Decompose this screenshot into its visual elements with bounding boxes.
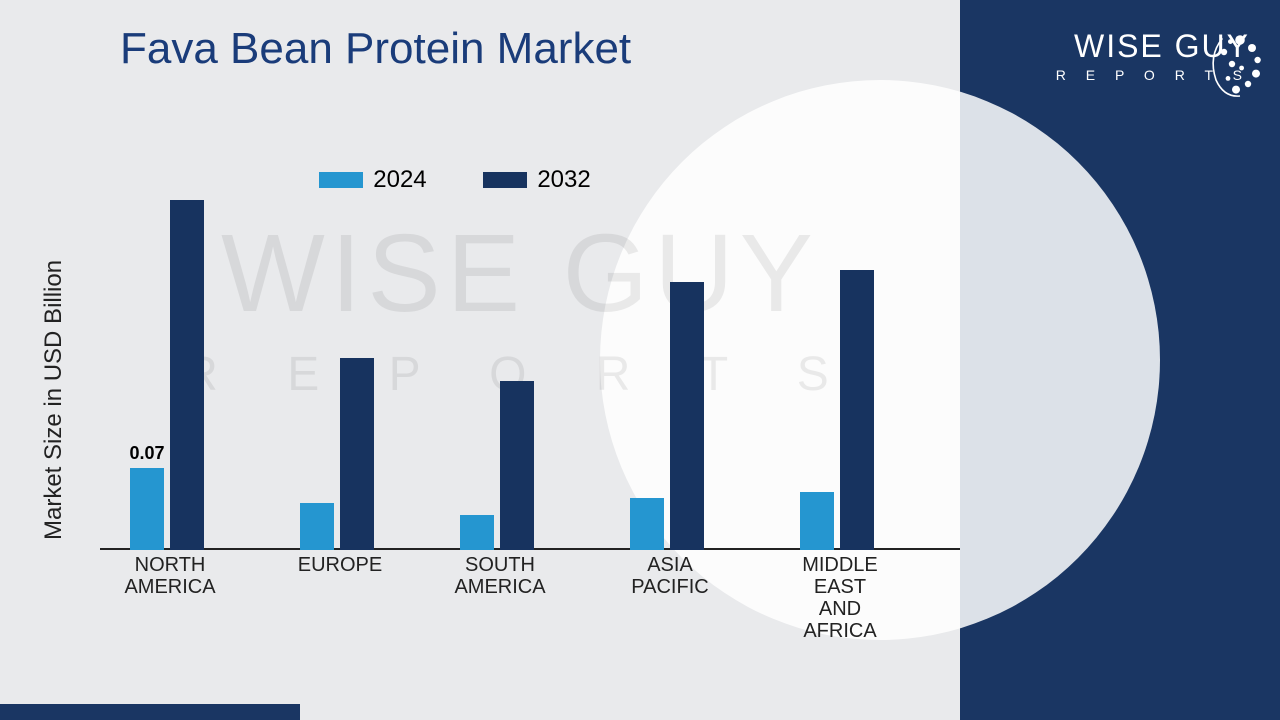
legend-swatch-0 [319,172,363,188]
bar [500,381,534,550]
footer-accent [0,704,300,720]
chart-title: Fava Bean Protein Market [120,24,631,74]
bar [460,515,494,550]
bar [340,358,374,551]
plot-area: 0.07 [100,200,960,550]
legend-label-1: 2032 [537,166,590,193]
category-label: EUROPE [270,554,410,576]
bar [130,468,164,550]
bar [630,498,664,551]
legend-swatch-1 [483,172,527,188]
bar [840,270,874,550]
chart-card: WISE GUY R E P O R T S Fava Bean Protein… [0,0,1280,720]
brand-line2: R E P O R T S [1056,67,1250,83]
legend: 2024 2032 [0,165,960,194]
brand-line1: WISE GUY [1056,28,1250,65]
bar-value-label: 0.07 [117,443,177,464]
category-label: ASIAPACIFIC [600,554,740,598]
category-label: MIDDLEEASTANDAFRICA [770,554,910,642]
y-axis-label: Market Size in USD Billion [40,260,68,540]
legend-label-0: 2024 [373,166,426,193]
bar [300,503,334,550]
category-label: NORTHAMERICA [100,554,240,598]
brand-logo: WISE GUY R E P O R T S [1056,28,1250,83]
category-label: SOUTHAMERICA [430,554,570,598]
bar [170,200,204,550]
bar [670,282,704,550]
bar [800,492,834,550]
